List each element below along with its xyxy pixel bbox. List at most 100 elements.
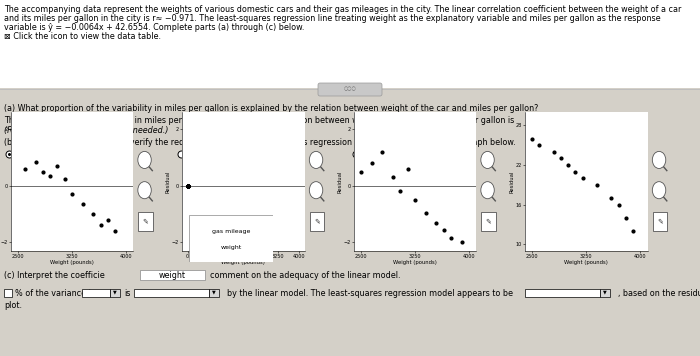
Text: %.: %. [427,116,438,125]
X-axis label: Weight (pounds): Weight (pounds) [393,260,437,265]
Text: The accompanying data represent the weights of various domestic cars and their g: The accompanying data represent the weig… [4,5,681,14]
Text: B.: B. [187,151,197,160]
Point [395,189,406,194]
Point [402,166,413,172]
Point [620,215,631,221]
Circle shape [138,182,151,199]
Point [66,192,77,197]
Bar [134,289,209,297]
Point [420,210,431,216]
Bar [600,289,610,297]
Bar [405,116,425,124]
Text: is: is [124,289,130,298]
Point [355,169,366,174]
Text: A.: A. [15,151,25,160]
Text: by the linear model. The least-squares regression model appears to be: by the linear model. The least-squares r… [227,289,513,298]
Text: D.: D. [537,151,548,160]
Point [102,217,113,222]
Point [592,182,603,188]
Circle shape [138,151,151,168]
Circle shape [309,151,323,168]
Point [377,149,388,155]
Bar [652,213,668,231]
Text: ✎: ✎ [143,219,148,225]
Bar [139,213,153,231]
Point [30,159,41,164]
Point [109,228,120,234]
Text: comment on the adequacy of the linear model.: comment on the adequacy of the linear mo… [210,271,400,280]
Bar [110,289,120,297]
Text: plot.: plot. [4,301,22,310]
Point [183,183,194,189]
Circle shape [353,151,360,158]
Text: ▼: ▼ [603,289,607,294]
Text: ✎: ✎ [486,219,491,225]
Point [183,183,194,189]
Text: C.: C. [362,151,372,160]
Y-axis label: Residual: Residual [166,171,171,193]
Point [183,183,194,189]
Point [95,222,106,228]
Point [183,183,194,189]
Circle shape [178,151,185,158]
Circle shape [528,151,535,158]
Text: ✎: ✎ [657,219,663,225]
Point [526,136,538,141]
Text: (a) What proportion of the variability in miles per gallon is explained by the r: (a) What proportion of the variability i… [4,104,538,113]
Y-axis label: Residual: Residual [337,171,342,193]
Point [563,162,574,168]
Text: ✎: ✎ [314,219,320,225]
Point [183,183,194,189]
Circle shape [652,151,666,168]
Point [183,183,194,189]
Point [456,240,467,245]
Text: % of the variance in: % of the variance in [15,289,96,298]
Point [183,183,194,189]
Point [20,166,31,172]
Circle shape [481,151,494,168]
Bar [82,289,110,297]
Bar [140,270,205,280]
Text: The proportion of the variability in miles per gallon explained by the relation : The proportion of the variability in mil… [4,116,517,125]
Circle shape [8,153,11,156]
Circle shape [652,182,666,199]
Point [183,183,194,189]
Bar [209,289,219,297]
Text: ⊠ Click the icon to view the data table.: ⊠ Click the icon to view the data table. [4,32,161,41]
Text: weight: weight [158,271,186,280]
Point [577,176,588,181]
Point [183,183,194,189]
Bar [4,289,12,297]
Point [183,183,194,189]
Point [183,183,194,189]
Point [606,195,617,201]
Circle shape [309,182,323,199]
Text: ▼: ▼ [212,289,216,294]
Bar [309,213,324,231]
Point [388,174,399,180]
Point [183,183,194,189]
X-axis label: Weight (pounds): Weight (pounds) [564,260,608,265]
Point [548,149,559,155]
Text: (c) Interpret the coefficie: (c) Interpret the coefficie [4,271,105,280]
Text: , based on the residual: , based on the residual [618,289,700,298]
X-axis label: Weight (pounds): Weight (pounds) [221,260,265,265]
Text: (Round to one decimal place as needed.): (Round to one decimal place as needed.) [4,126,169,135]
Y-axis label: Residual: Residual [510,171,514,193]
Point [430,220,442,225]
Point [409,197,420,203]
Point [52,163,63,169]
Point [183,183,194,189]
Bar [525,289,600,297]
Point [570,169,581,174]
Text: ▼: ▼ [113,289,117,294]
Point [37,169,48,174]
Bar [481,213,496,231]
Point [445,235,456,241]
X-axis label: Weight (pounds): Weight (pounds) [50,260,94,265]
Point [534,142,545,148]
Point [366,160,377,166]
Point [88,211,99,217]
Point [183,183,194,189]
Text: (b) Construct a residual plot to verify the requirements of the least-squares re: (b) Construct a residual plot to verify … [4,138,516,147]
